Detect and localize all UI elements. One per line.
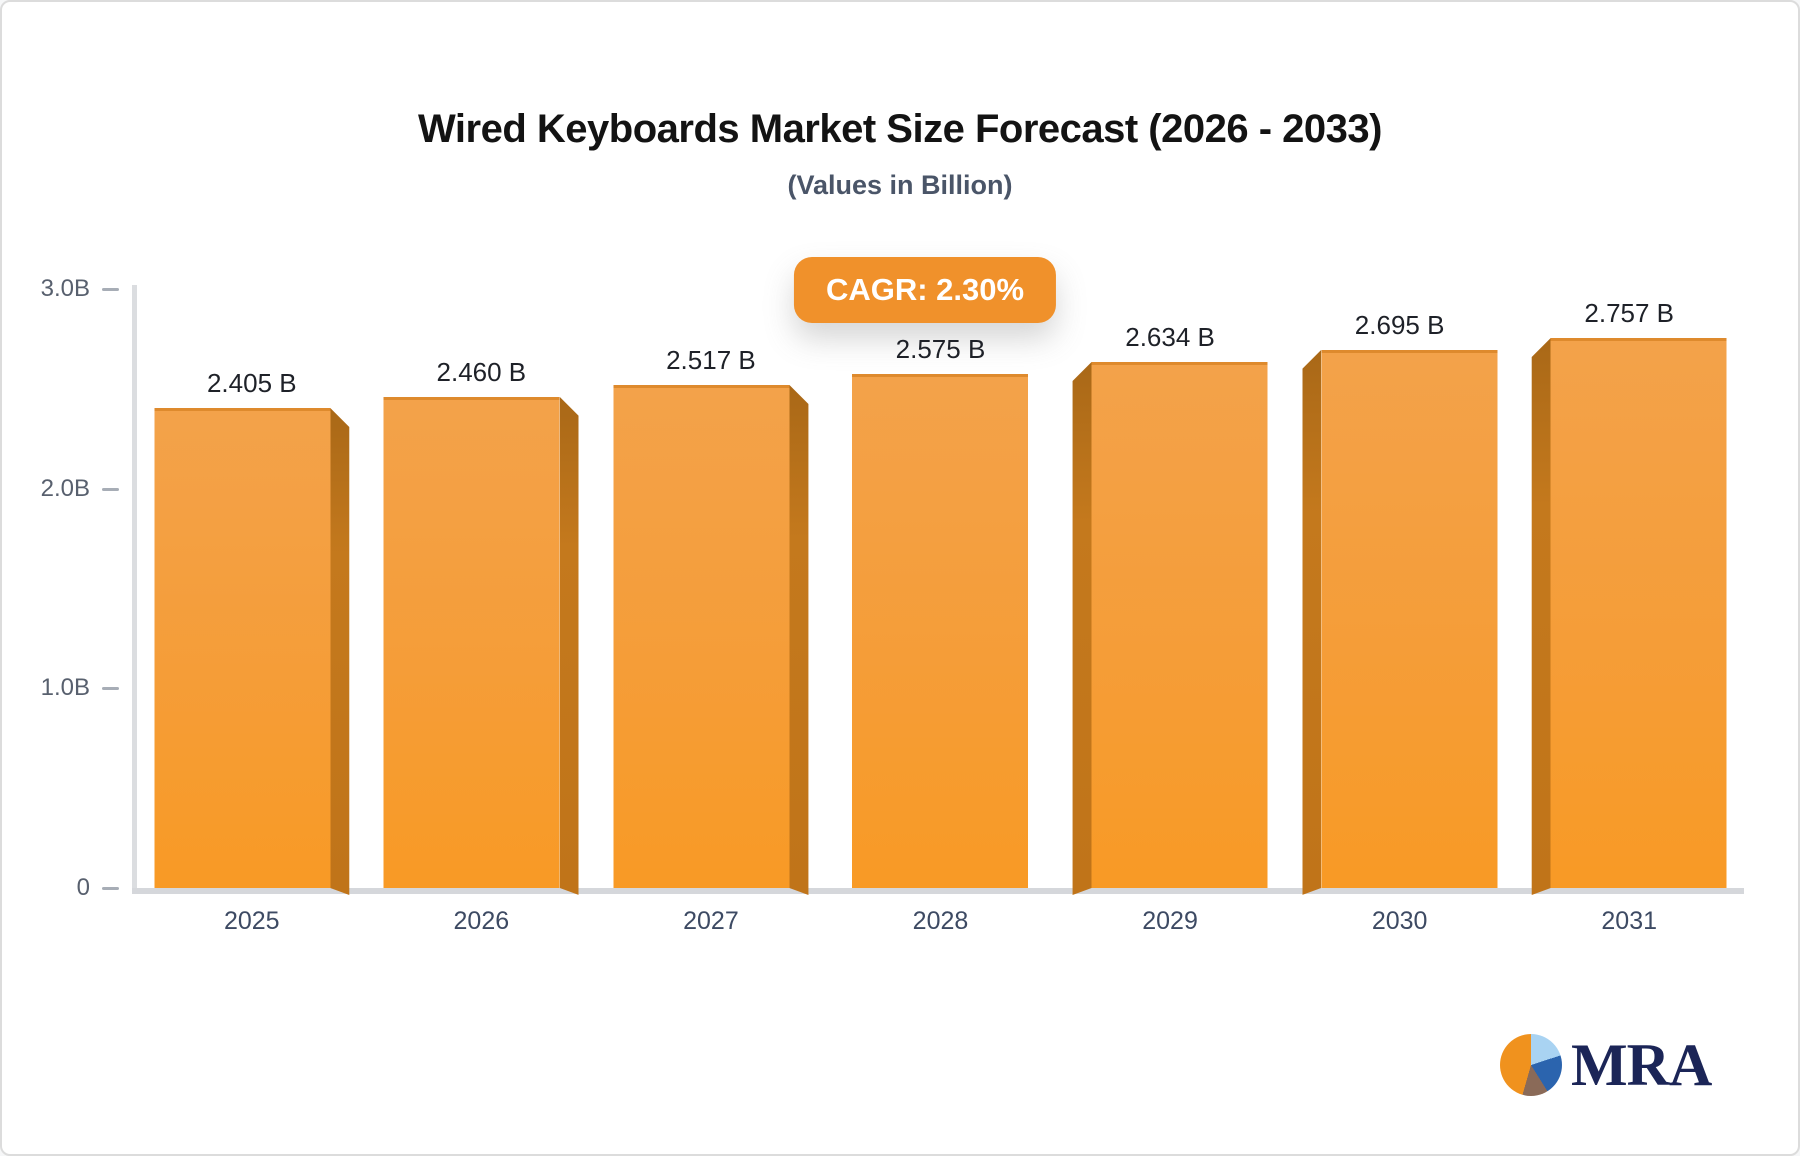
x-tick-label: 2027	[683, 907, 739, 935]
logo-text: MRA	[1571, 1032, 1712, 1098]
bar-side-face	[330, 408, 349, 895]
bar-column: 2.517 B 2027	[596, 289, 826, 935]
bar-value-label: 2.517 B	[666, 345, 756, 375]
bar-column: 2.634 B 2029	[1055, 289, 1285, 935]
bar	[154, 408, 349, 888]
bar-side-face	[1532, 338, 1551, 895]
y-axis-tick-label: 3.0B	[40, 275, 90, 302]
bar-front-face	[1321, 350, 1498, 888]
x-axis-line	[132, 888, 1744, 894]
bar-front-face	[1550, 338, 1727, 888]
bar-value-label: 2.757 B	[1584, 298, 1675, 328]
x-tick-label: 2031	[1601, 907, 1658, 935]
y-axis-tick	[102, 687, 119, 691]
bar-front-face	[613, 385, 790, 888]
bar	[852, 374, 1029, 888]
bar-side-face	[1302, 350, 1321, 895]
y-axis-tick-label: 2.0B	[40, 474, 90, 502]
bar-column: 2.405 B 2025	[137, 289, 367, 935]
bar	[613, 385, 808, 888]
bar-front-face	[852, 374, 1029, 888]
bar-column: 2.460 B 2026	[367, 289, 597, 935]
bar-front-face	[1091, 362, 1268, 888]
bar-value-label: 2.575 B	[895, 334, 986, 364]
bar-front-face	[383, 397, 560, 888]
bar	[383, 397, 579, 888]
brand-logo: MRA	[1500, 1032, 1712, 1098]
bar	[1073, 362, 1268, 888]
bar	[1532, 338, 1727, 888]
x-tick-label: 2025	[223, 907, 280, 935]
y-axis-tick	[102, 887, 119, 890]
bar-value-label: 2.634 B	[1125, 322, 1215, 352]
pie-chart-logo-icon	[1500, 1034, 1562, 1096]
bar-value-label: 2.405 B	[206, 368, 297, 398]
bar-column: 2.695 B 2030	[1285, 289, 1515, 935]
bar-value-label: 2.695 B	[1354, 310, 1445, 340]
bar-side-face	[560, 397, 579, 895]
y-axis-tick	[102, 487, 119, 491]
x-tick-label: 2030	[1371, 907, 1428, 935]
chart-subtitle: (Values in Billion)	[787, 170, 1013, 200]
chart-title: Wired Keyboards Market Size Forecast (20…	[418, 107, 1382, 151]
bar-side-face	[789, 385, 808, 895]
bar-column: 2.575 B 2028	[826, 289, 1056, 935]
cagr-badge: CAGR: 2.30%	[793, 257, 1057, 323]
x-tick-label: 2029	[1142, 907, 1198, 935]
bar	[1302, 350, 1498, 888]
x-tick-label: 2026	[453, 907, 510, 935]
bar-value-label: 2.460 B	[436, 357, 527, 387]
x-tick-label: 2028	[912, 907, 969, 935]
y-axis-line	[132, 285, 137, 888]
y-axis-tick	[102, 288, 119, 291]
bar-series: 2.405 B 2025 2.460 B 2026 2.517 B 2027 2.575 B…	[137, 289, 1744, 935]
bar-column: 2.757 B 2031	[1514, 289, 1744, 935]
bar-front-face	[154, 408, 331, 888]
bar-side-face	[1073, 362, 1092, 895]
y-axis-tick-label: 1.0B	[40, 674, 90, 702]
y-axis-tick-label: 0	[76, 874, 90, 901]
